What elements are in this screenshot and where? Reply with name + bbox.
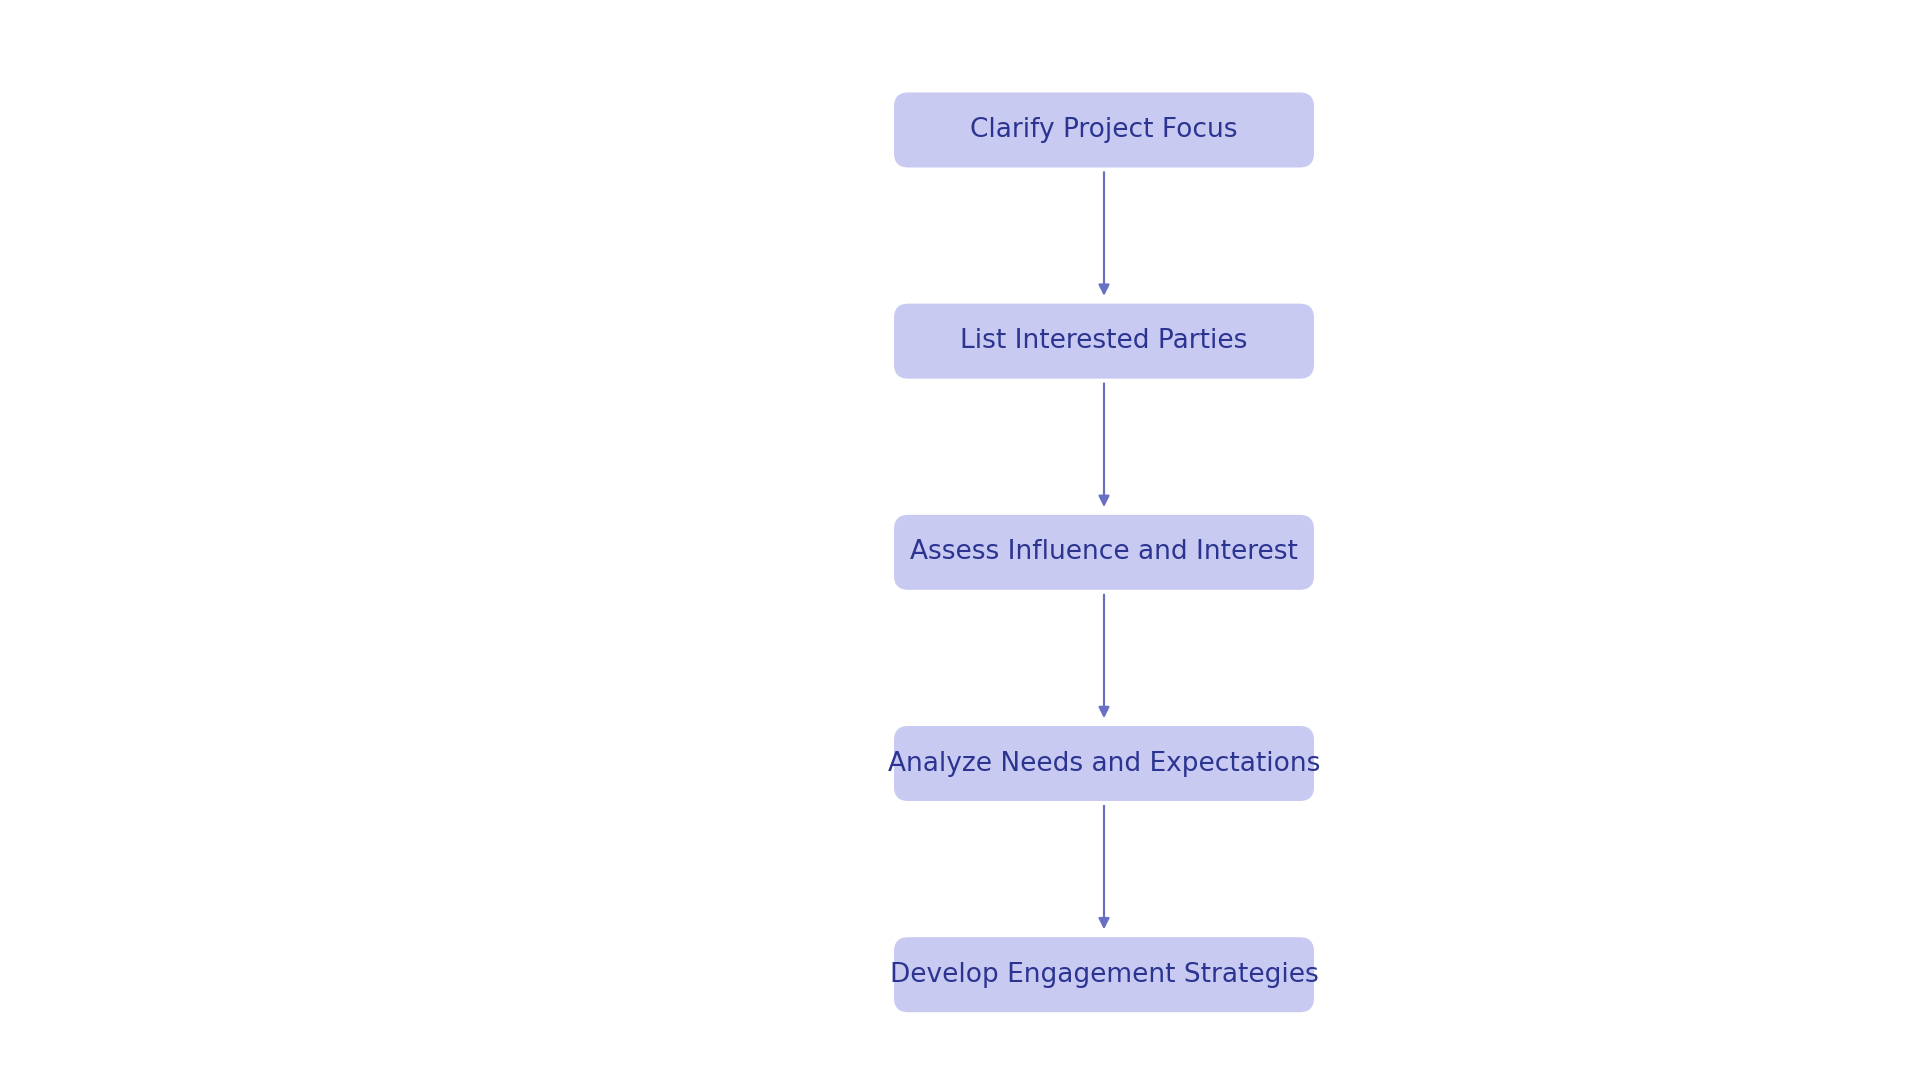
FancyBboxPatch shape (895, 726, 1313, 801)
FancyBboxPatch shape (895, 92, 1313, 168)
Text: Develop Engagement Strategies: Develop Engagement Strategies (889, 962, 1319, 988)
FancyBboxPatch shape (895, 937, 1313, 1013)
Text: Assess Influence and Interest: Assess Influence and Interest (910, 539, 1298, 565)
Text: Analyze Needs and Expectations: Analyze Needs and Expectations (887, 751, 1321, 777)
FancyBboxPatch shape (895, 514, 1313, 590)
FancyBboxPatch shape (895, 303, 1313, 379)
Text: Clarify Project Focus: Clarify Project Focus (970, 117, 1238, 143)
Text: List Interested Parties: List Interested Parties (960, 328, 1248, 354)
